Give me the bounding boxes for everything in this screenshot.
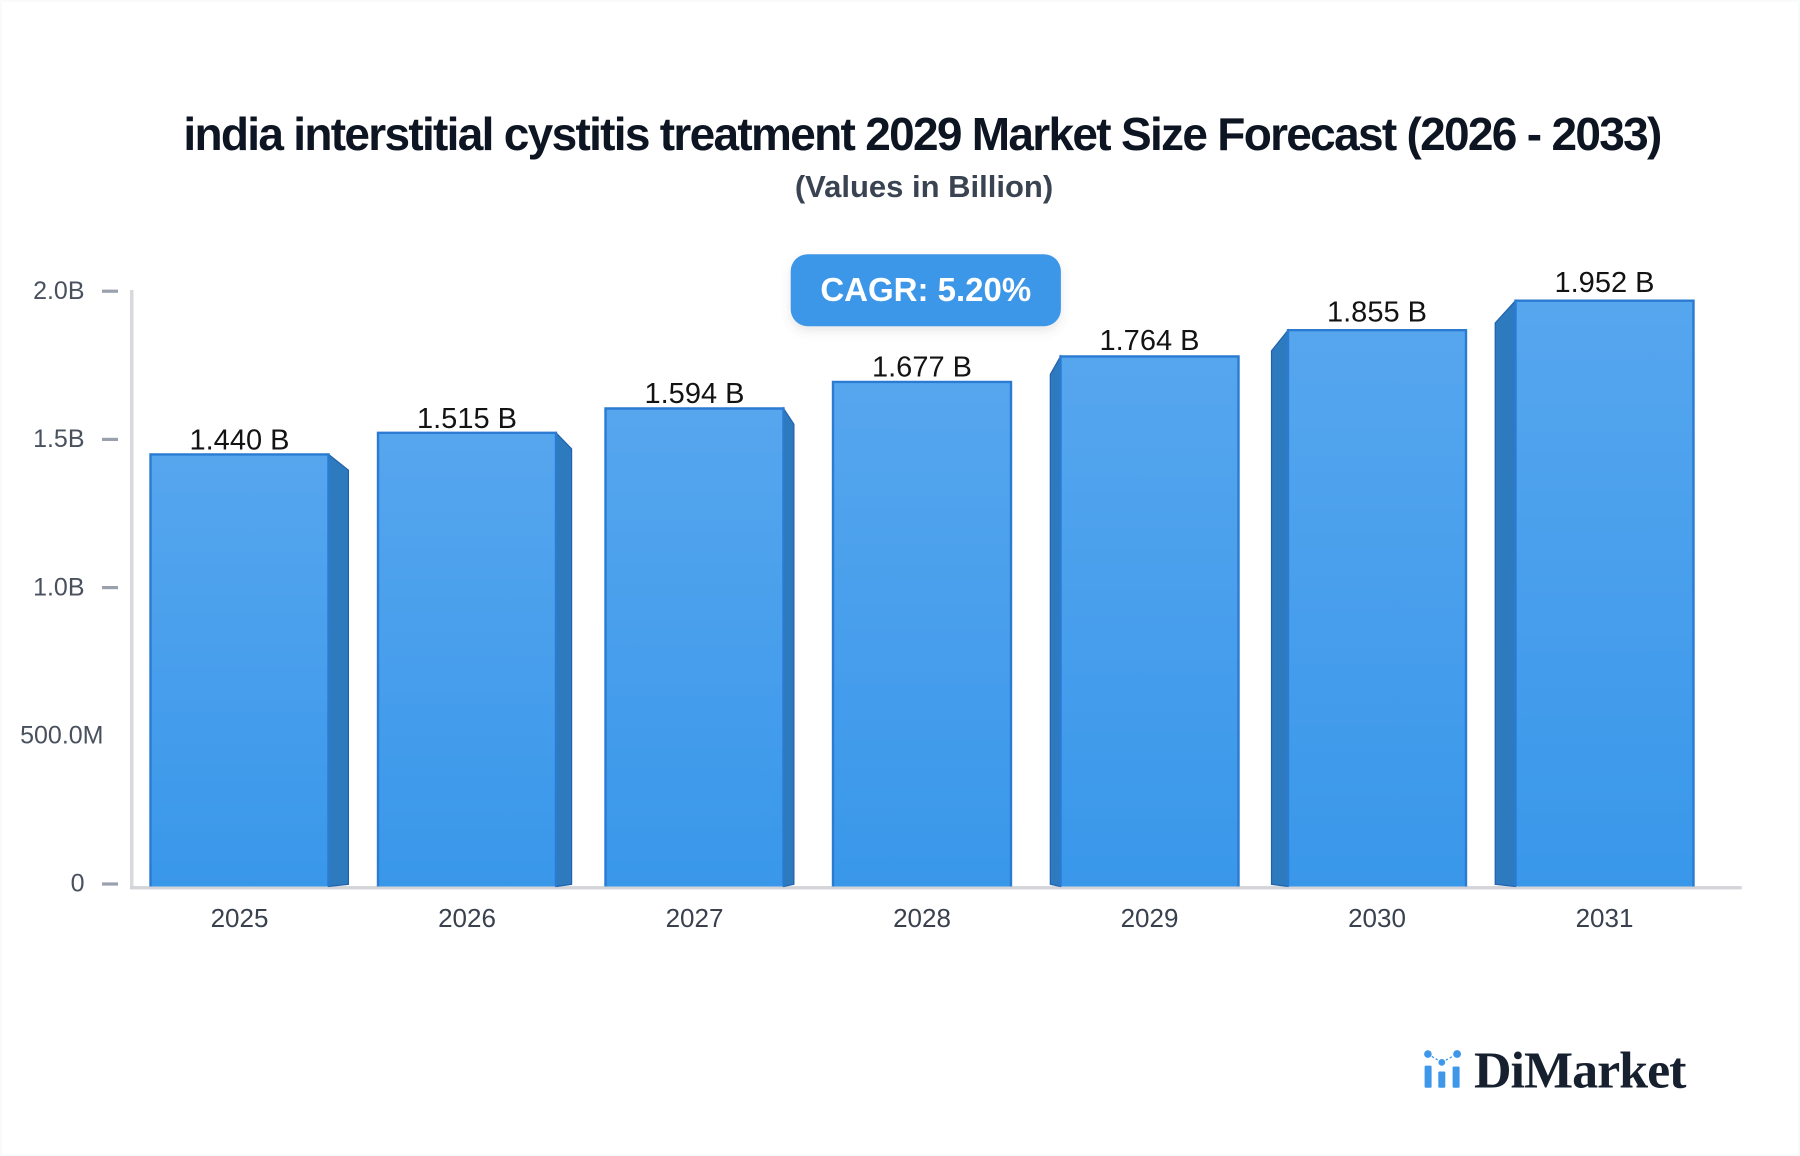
svg-text:2030: 2030 (1348, 903, 1406, 933)
svg-text:DiMarket: DiMarket (1474, 1043, 1687, 1100)
svg-text:1.440 B: 1.440 B (190, 425, 290, 457)
svg-text:1.594 B: 1.594 B (645, 378, 745, 410)
svg-text:2031: 2031 (1576, 903, 1634, 933)
svg-text:2.0B: 2.0B (33, 277, 84, 305)
svg-text:1.515 B: 1.515 B (417, 403, 517, 435)
svg-text:2029: 2029 (1121, 903, 1179, 933)
svg-text:1.0B: 1.0B (33, 573, 84, 601)
svg-text:CAGR: 5.20%: CAGR: 5.20% (820, 271, 1031, 308)
svg-text:0: 0 (71, 870, 85, 898)
svg-text:2025: 2025 (211, 903, 269, 933)
svg-text:1.952 B: 1.952 B (1555, 267, 1655, 299)
svg-text:(Values in Billion): (Values in Billion) (795, 169, 1053, 204)
svg-text:1.677 B: 1.677 B (872, 352, 972, 384)
svg-text:1.764 B: 1.764 B (1100, 325, 1200, 357)
svg-text:2027: 2027 (666, 903, 724, 933)
svg-text:500.0M: 500.0M (20, 722, 103, 750)
svg-text:india interstitial cystitis tr: india interstitial cystitis treatment 20… (183, 108, 1661, 160)
svg-text:2026: 2026 (438, 903, 496, 933)
svg-text:1.855 B: 1.855 B (1327, 297, 1427, 329)
svg-text:1.5B: 1.5B (33, 425, 84, 453)
svg-text:2028: 2028 (893, 903, 951, 933)
